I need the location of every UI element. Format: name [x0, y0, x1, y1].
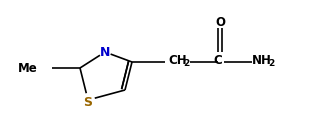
Text: O: O	[215, 17, 225, 29]
Text: 2: 2	[268, 59, 274, 69]
Text: CH: CH	[168, 54, 187, 66]
Text: C: C	[214, 54, 222, 66]
Text: N: N	[100, 45, 110, 59]
Text: 2: 2	[183, 59, 189, 69]
Text: Me: Me	[18, 61, 38, 75]
Text: NH: NH	[252, 54, 272, 66]
Text: S: S	[83, 96, 92, 110]
